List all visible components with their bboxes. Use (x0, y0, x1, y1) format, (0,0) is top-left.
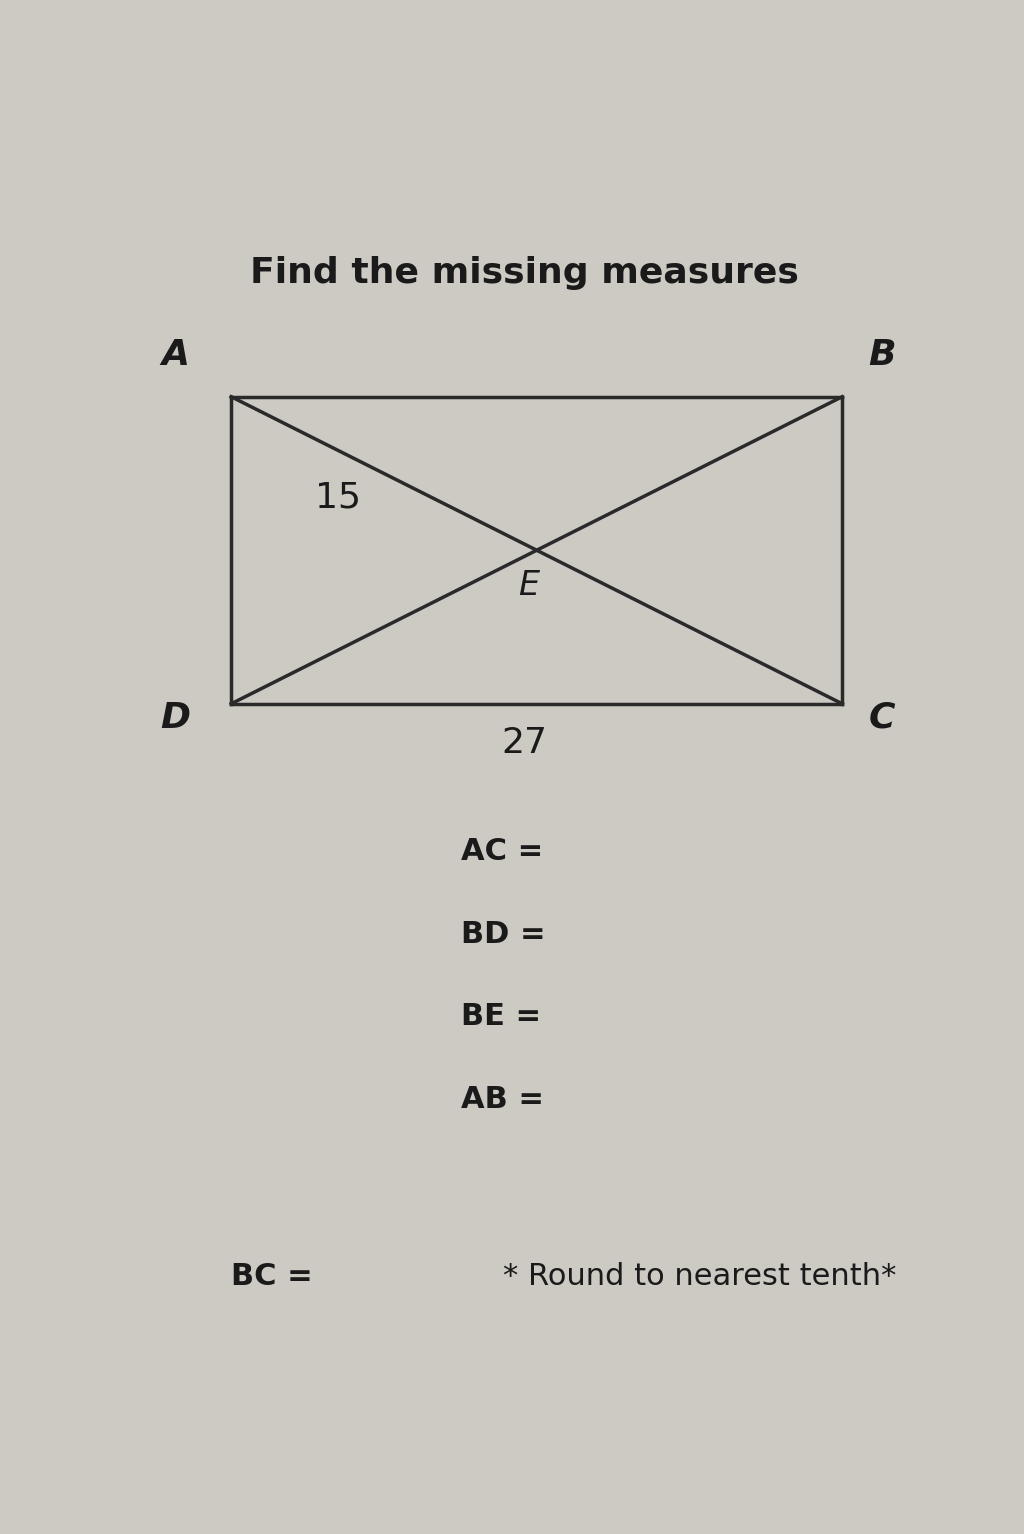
Text: D: D (161, 701, 190, 735)
Text: BD =: BD = (461, 919, 546, 948)
Text: AC =: AC = (461, 838, 544, 867)
Text: AB =: AB = (461, 1085, 545, 1114)
Text: 27: 27 (502, 726, 548, 759)
Text: BC =: BC = (231, 1262, 313, 1292)
Text: Find the missing measures: Find the missing measures (250, 256, 800, 290)
Text: 15: 15 (315, 480, 361, 514)
Text: C: C (868, 701, 895, 735)
Text: B: B (868, 339, 896, 373)
Text: A: A (162, 339, 189, 373)
Text: BE =: BE = (461, 1002, 542, 1031)
Text: E: E (518, 569, 540, 603)
Text: * Round to nearest tenth*: * Round to nearest tenth* (503, 1262, 896, 1292)
